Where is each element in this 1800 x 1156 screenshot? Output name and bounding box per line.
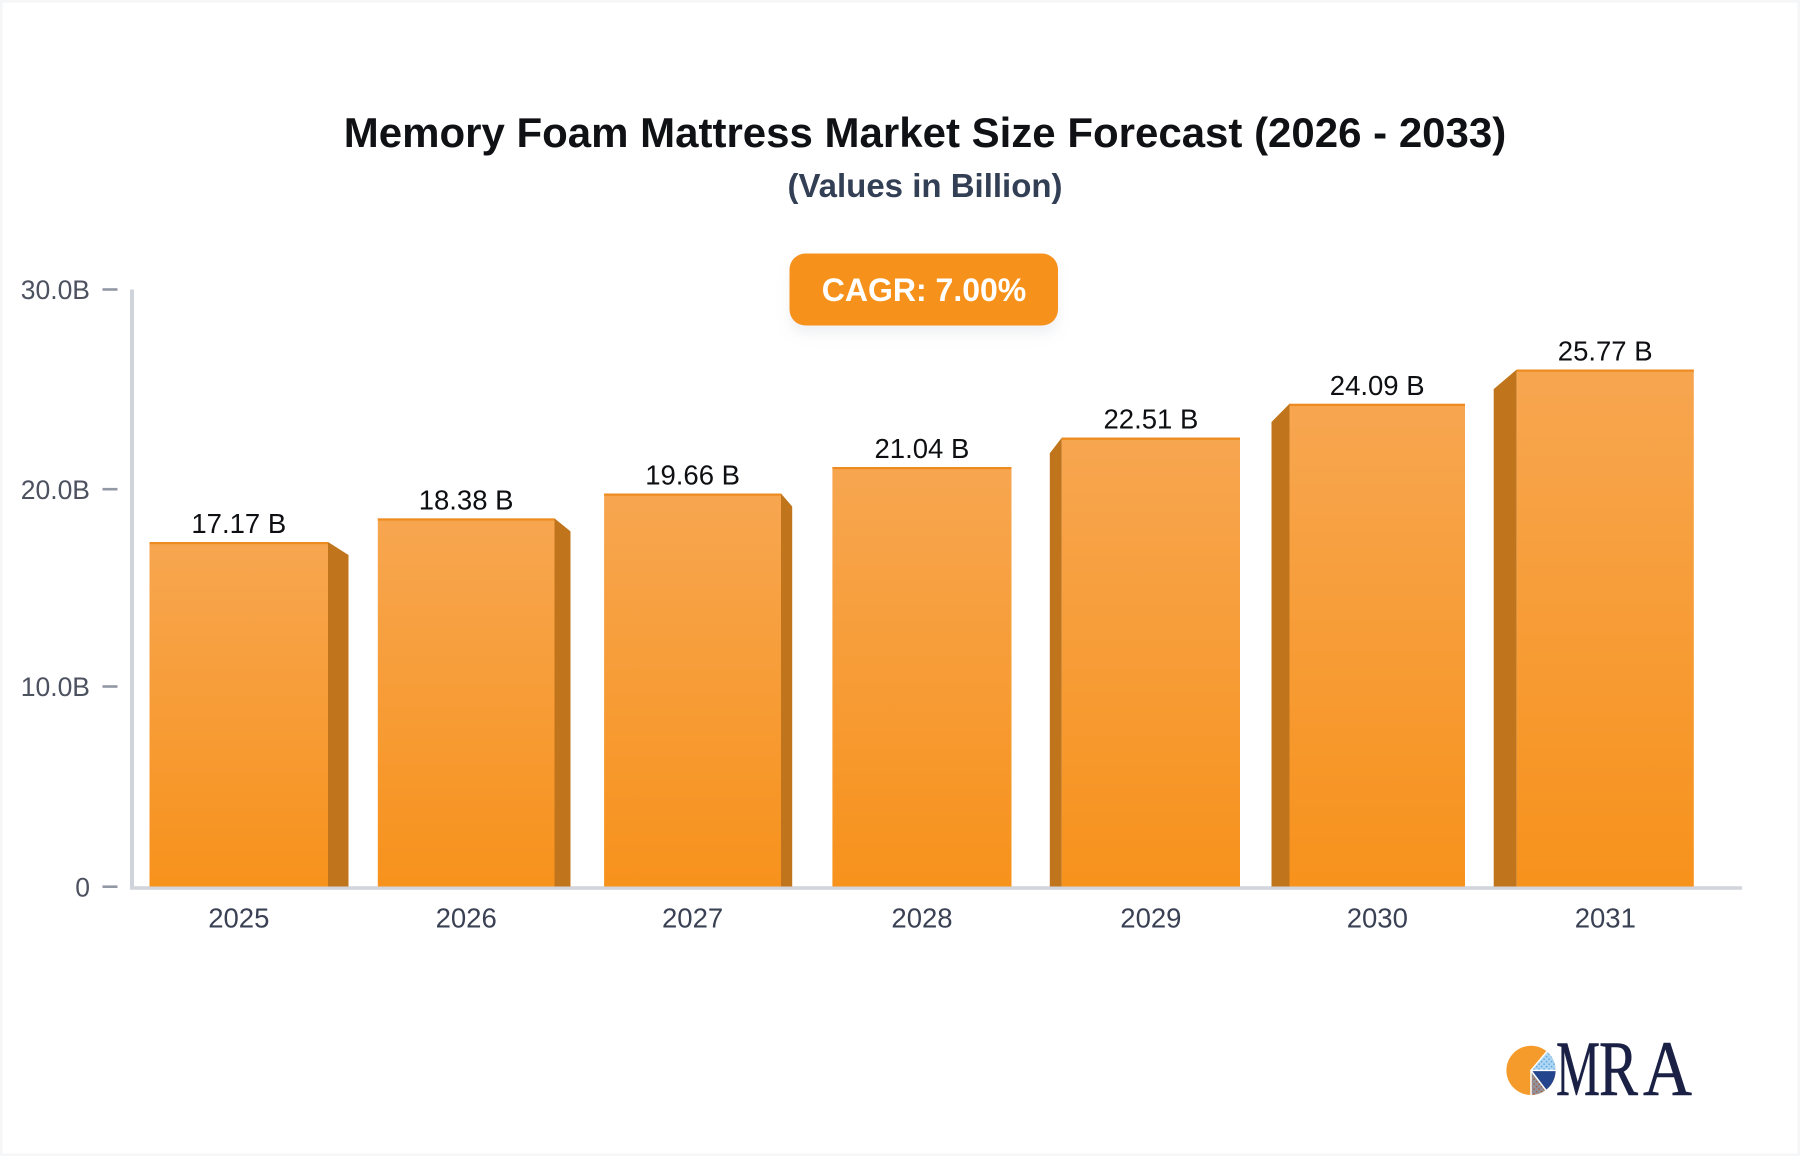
- svg-text:2031: 2031: [1575, 903, 1636, 934]
- svg-text:10.0B: 10.0B: [21, 672, 90, 702]
- svg-text:2025: 2025: [208, 903, 269, 934]
- svg-text:2026: 2026: [436, 903, 497, 934]
- svg-text:0: 0: [75, 872, 90, 902]
- svg-text:(Values in Billion): (Values in Billion): [787, 167, 1062, 204]
- svg-text:19.66 B: 19.66 B: [645, 460, 740, 491]
- svg-text:24.09 B: 24.09 B: [1330, 370, 1425, 401]
- svg-text:2030: 2030: [1347, 903, 1408, 934]
- svg-text:R: R: [1599, 1025, 1638, 1112]
- svg-text:20.0B: 20.0B: [21, 475, 90, 505]
- svg-text:25.77 B: 25.77 B: [1558, 336, 1653, 367]
- svg-text:30.0B: 30.0B: [21, 275, 90, 305]
- svg-text:22.51 B: 22.51 B: [1103, 404, 1198, 435]
- svg-text:17.17 B: 17.17 B: [191, 508, 286, 539]
- svg-text:2029: 2029: [1120, 903, 1181, 934]
- svg-text:2028: 2028: [891, 903, 952, 934]
- svg-text:Memory Foam Mattress Market Si: Memory Foam Mattress Market Size Forecas…: [344, 109, 1507, 156]
- svg-text:CAGR: 7.00%: CAGR: 7.00%: [822, 272, 1027, 308]
- svg-text:2027: 2027: [662, 903, 723, 934]
- svg-text:21.04 B: 21.04 B: [874, 433, 969, 464]
- svg-text:A: A: [1643, 1025, 1692, 1112]
- svg-text:18.38 B: 18.38 B: [419, 484, 514, 515]
- svg-text:M: M: [1556, 1025, 1600, 1112]
